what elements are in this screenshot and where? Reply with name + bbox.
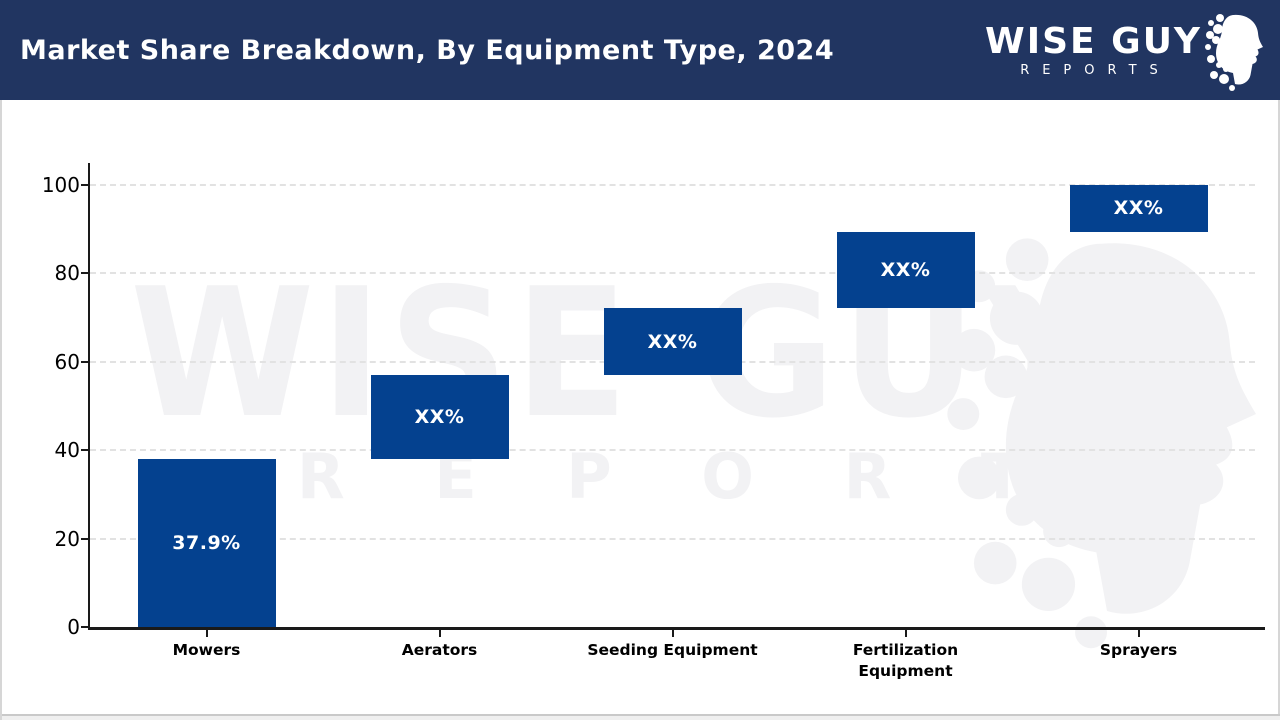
bar-seeding-equipment: XX%	[603, 307, 742, 376]
dotted-head-icon	[1205, 14, 1263, 91]
chart-title: Market Share Breakdown, By Equipment Typ…	[20, 34, 835, 66]
x-tick-mark-1	[438, 629, 441, 637]
bar-value-label: XX%	[1113, 197, 1164, 220]
y-tick-label-80: 80	[54, 261, 80, 285]
y-tick-label-0: 0	[67, 615, 80, 639]
y-axis-spine	[88, 163, 90, 630]
y-tick-mark-40	[81, 449, 90, 451]
y-tick-label-40: 40	[54, 438, 80, 462]
bar-value-label: 37.9%	[172, 532, 241, 555]
logo-reports-text: REPORTS	[1020, 62, 1171, 78]
wise-guy-reports-logo: WISE GUY REPORTS	[985, 9, 1266, 91]
chart-area: WISE GUY R E P O R T S 0 20 40 60 80 100 37.9%…	[0, 100, 1280, 720]
y-tick-label-20: 20	[54, 526, 80, 551]
figure-border-bottom-pad	[2, 716, 1280, 720]
y-tick-mark-80	[81, 272, 90, 274]
figure-border-bottom	[2, 714, 1280, 716]
bar-aerators: XX%	[370, 375, 509, 460]
y-tick-mark-60	[81, 360, 90, 363]
y-tick-mark-100	[81, 183, 90, 186]
x-category-label: Aerators	[401, 641, 478, 659]
y-tick-label-100: 100	[41, 172, 80, 197]
logo-wise-guy-text: WISE GUY	[984, 20, 1202, 62]
logo-text: WISE GUY REPORTS	[984, 20, 1202, 78]
x-tick-mark-3	[904, 629, 907, 637]
gridline-y-80	[90, 272, 1255, 274]
x-axis-spine	[88, 627, 1265, 630]
x-category-label: Seeding Equipment	[587, 641, 758, 659]
y-tick-mark-20	[81, 537, 90, 540]
bar-value-label: XX%	[414, 406, 465, 429]
x-tick-mark-4	[1137, 629, 1140, 637]
bar-fertilization-equipment: XX%	[836, 231, 975, 308]
watermark-dotted-head	[947, 238, 1257, 649]
gridline-y-20	[90, 537, 1255, 540]
bar-value-label: XX%	[647, 330, 698, 353]
gridline-y-40	[90, 449, 1255, 451]
x-category-label: Fertilization Equipment	[852, 641, 959, 680]
y-tick-mark-0	[81, 626, 90, 628]
x-tick-mark-0	[205, 629, 208, 637]
x-category-label: Sprayers	[1099, 641, 1178, 659]
gridline-y-100	[90, 183, 1255, 186]
bar-value-label: XX%	[880, 258, 931, 281]
bar-sprayers: XX%	[1069, 184, 1208, 232]
header-bar: Market Share Breakdown, By Equipment Typ…	[0, 0, 1280, 100]
y-tick-label-60: 60	[54, 349, 80, 374]
x-category-label: Mowers	[172, 641, 241, 659]
x-tick-mark-2	[671, 629, 674, 637]
bar-mowers: 37.9%	[137, 459, 276, 627]
